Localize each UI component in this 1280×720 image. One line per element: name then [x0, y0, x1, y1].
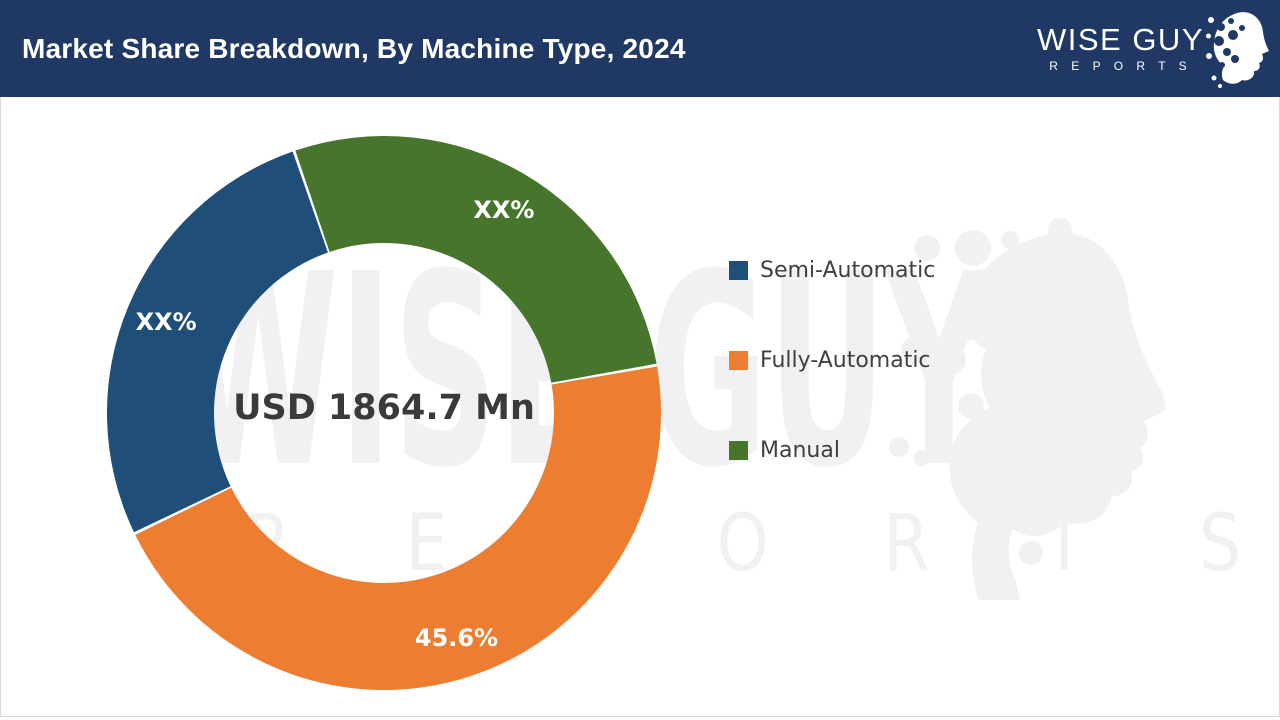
header-bar: Market Share Breakdown, By Machine Type,…: [0, 0, 1280, 97]
logo-brand-name: WISE GUY: [1036, 22, 1204, 58]
donut-slice-fully-automatic: [135, 366, 661, 690]
logo-text: WISE GUY R E P O R T S: [1036, 22, 1204, 73]
donut-chart: XX% XX% 45.6% USD 1864.7 Mn: [0, 97, 770, 720]
slice-label-manual: XX%: [473, 195, 535, 224]
legend-label-manual: Manual: [760, 438, 840, 463]
legend-item-manual: Manual: [729, 438, 935, 463]
slice-label-fully-automatic: 45.6%: [414, 623, 499, 652]
donut-svg: [106, 135, 661, 690]
wise-guy-reports-logo: WISE GUY R E P O R T S: [1037, 4, 1270, 92]
chart-center-value: USD 1864.7 Mn: [233, 388, 535, 428]
legend-item-fully-automatic: Fully-Automatic: [729, 348, 935, 373]
legend-label-fully-automatic: Fully-Automatic: [760, 348, 931, 373]
watermark-head-graphic: [889, 218, 1166, 600]
logo-brand-subtitle: R E P O R T S: [1049, 58, 1192, 73]
legend-swatch-semi-automatic: [729, 261, 748, 280]
legend-label-semi-automatic: Semi-Automatic: [760, 258, 936, 283]
donut-slice-manual: [295, 135, 657, 383]
legend-swatch-fully-automatic: [729, 351, 748, 370]
legend-item-semi-automatic: Semi-Automatic: [729, 258, 935, 283]
page-title: Market Share Breakdown, By Machine Type,…: [22, 32, 686, 64]
slice-labels-layer: XX% XX% 45.6%: [0, 97, 770, 720]
logo-head-icon: [1206, 12, 1269, 88]
legend-swatch-manual: [729, 441, 748, 460]
donut-slice-semi-automatic: [106, 151, 328, 533]
chart-legend: Semi-Automatic Fully-Automatic Manual: [729, 258, 935, 463]
slice-label-semi-automatic: XX%: [135, 308, 197, 337]
